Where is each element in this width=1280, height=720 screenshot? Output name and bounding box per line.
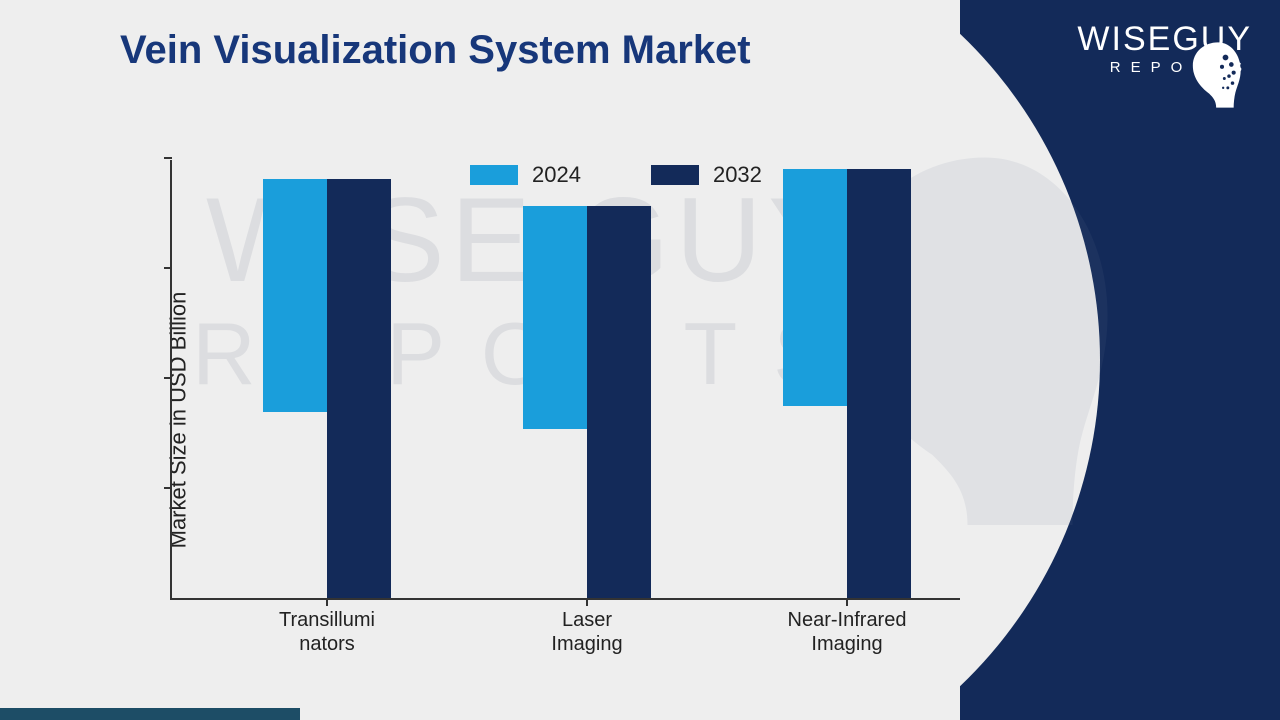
bar-v2024 <box>263 179 327 413</box>
brand-wise: WISE <box>1077 20 1172 58</box>
x-tick <box>846 598 848 606</box>
x-axis-label: Transilluminators <box>242 608 412 656</box>
y-tick <box>164 487 172 489</box>
bar-v2032 <box>587 206 651 598</box>
x-tick <box>586 598 588 606</box>
bar-v2024 <box>783 169 847 406</box>
x-axis-label: Near-InfraredImaging <box>762 608 932 656</box>
bottom-accent-bar <box>0 708 300 720</box>
x-tick <box>326 598 328 606</box>
brand-head-icon <box>1184 40 1246 110</box>
plot-area: 1.7TransilluminatorsLaserImagingNear-Inf… <box>170 160 960 600</box>
bar-v2032 <box>327 179 391 598</box>
y-tick <box>164 267 172 269</box>
y-tick <box>164 377 172 379</box>
x-axis-label: LaserImaging <box>502 608 672 656</box>
bar-group <box>502 206 672 598</box>
bar-v2024 <box>523 206 587 429</box>
bar-v2032 <box>847 169 911 598</box>
brand-logo: WISEGUY REPORTS <box>1077 22 1252 75</box>
bar-group <box>242 179 412 598</box>
chart-title: Vein Visualization System Market <box>120 28 751 73</box>
bar-group <box>762 169 932 598</box>
chart-area: Market Size in USD Billion 1.7Transillum… <box>60 160 960 680</box>
page: WISE GUY REPORTS WISEGUY REPORTS Vein Vi… <box>0 0 1280 720</box>
y-tick <box>164 157 172 159</box>
